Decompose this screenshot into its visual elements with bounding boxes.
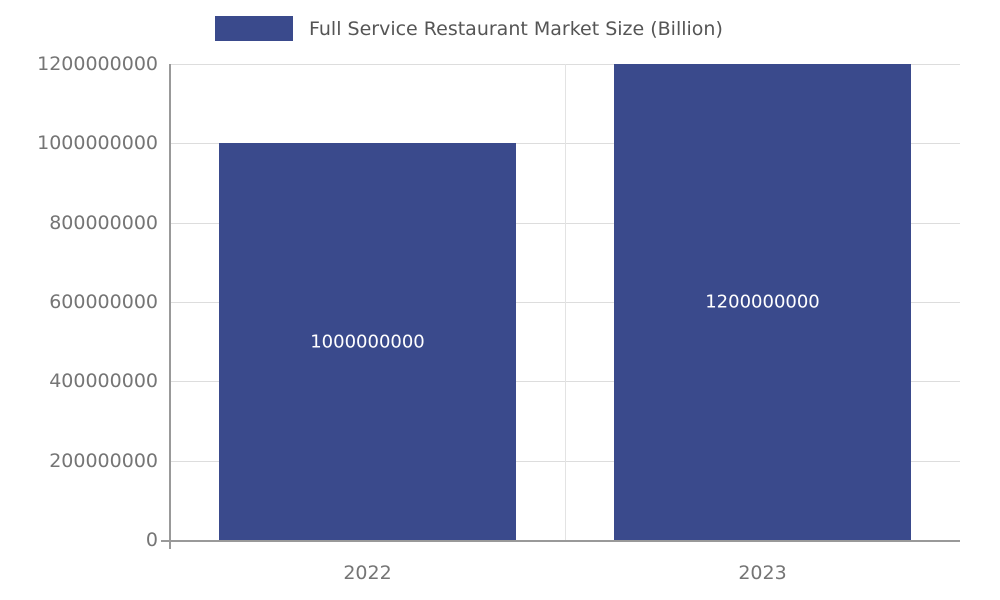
y-axis-tick-label: 0 bbox=[145, 529, 158, 551]
bar-value-label: 1000000000 bbox=[310, 331, 425, 353]
y-axis-tick-label: 1200000000 bbox=[37, 53, 158, 75]
y-axis-line bbox=[169, 64, 171, 549]
y-axis-tick-label: 400000000 bbox=[49, 370, 158, 393]
chart-title: Full Service Restaurant Market Size (Bil… bbox=[309, 17, 723, 40]
y-axis-tick-label: 1000000000 bbox=[37, 132, 158, 155]
category-separator-gridline bbox=[565, 64, 566, 540]
x-axis-line bbox=[161, 540, 960, 542]
bar-2022 bbox=[219, 143, 516, 540]
bar-2023 bbox=[614, 64, 911, 540]
y-axis-tick-label: 600000000 bbox=[49, 291, 158, 313]
y-axis-tick-label: 200000000 bbox=[49, 449, 158, 472]
legend-swatch bbox=[215, 16, 293, 41]
legend: Full Service Restaurant Market Size (Bil… bbox=[215, 16, 723, 41]
x-axis-tick-label: 2022 bbox=[343, 562, 392, 584]
bar-value-label: 1200000000 bbox=[705, 291, 820, 313]
y-axis-tick-label: 800000000 bbox=[49, 211, 158, 234]
x-axis-tick-label: 2023 bbox=[738, 562, 787, 584]
